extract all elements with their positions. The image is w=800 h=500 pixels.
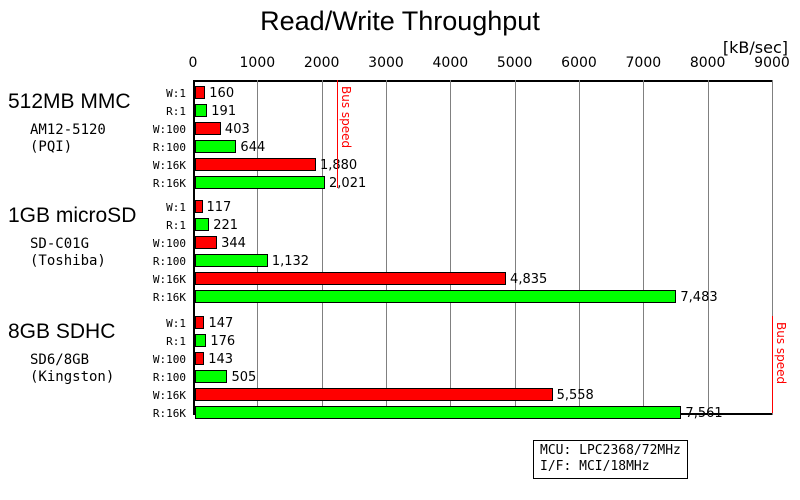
plot-area: 160 191 403 644 1,880 2,021 117 221 344 1,132 4,83… (193, 80, 788, 420)
bar (195, 218, 210, 231)
bar (195, 176, 326, 189)
bar-value-label: 147 (208, 316, 234, 331)
bus-speed-label: Bus speed (339, 86, 354, 149)
bar-value-label: 403 (224, 122, 250, 137)
bar (195, 370, 228, 383)
bar-value-label: 505 (231, 370, 257, 385)
category-label-r-16k: R:16K (152, 407, 186, 420)
device-model: AM12-5120 (30, 122, 106, 138)
bar-value-label: 117 (206, 200, 232, 215)
x-tick-label-9000: 9000 (754, 55, 790, 71)
bus-speed-label: Bus speed (774, 322, 788, 385)
bar-value-label: 143 (208, 352, 234, 367)
bar-value-label: 1,132 (271, 254, 310, 269)
category-label-w-16k: W:16K (152, 159, 186, 172)
bar (195, 316, 205, 329)
x-tick-label-7000: 7000 (625, 55, 662, 71)
bar-value-label: 644 (240, 140, 266, 155)
axis-unit-label: [kB/sec] (722, 38, 788, 57)
category-label-w-1: W:1 (166, 201, 186, 214)
bar (195, 104, 208, 117)
device-name: 1GB microSD (8, 204, 137, 227)
bar (195, 334, 207, 347)
bar (195, 254, 268, 267)
x-tick-label-0: 0 (188, 55, 198, 71)
x-tick-label-3000: 3000 (368, 55, 404, 71)
category-label-r-1: R:1 (166, 219, 186, 232)
x-tick-label-2000: 2000 (303, 55, 340, 71)
bar (195, 352, 205, 365)
bar (195, 140, 237, 153)
category-label-w-1: W:1 (166, 317, 186, 330)
gridline-2000 (321, 80, 323, 415)
gridline-9000 (772, 80, 773, 415)
device-vendor: (PQI) (30, 139, 73, 155)
bar-value-label: 160 (209, 86, 235, 101)
device-vendor: (Toshiba) (30, 253, 106, 269)
bar-value-label: 4,835 (510, 272, 548, 287)
category-label-r-100: R:100 (152, 371, 186, 384)
category-label-w-100: W:100 (152, 237, 186, 250)
bar-value-label: 2,021 (329, 176, 367, 191)
config-info-box: MCU: LPC2368/72MHz I/F: MCI/18MHz (533, 440, 688, 479)
category-label-w-100: W:100 (152, 123, 186, 136)
category-label-w-100: W:100 (152, 353, 186, 366)
gridline-7000 (643, 80, 645, 415)
page-title: Read/Write Throughput (260, 6, 540, 36)
gridline-5000 (514, 80, 516, 415)
category-label-w-16k: W:16K (152, 273, 186, 286)
bar (195, 388, 553, 401)
category-label-r-1: R:1 (166, 105, 186, 118)
x-tick-label-8000: 8000 (689, 55, 726, 71)
x-tick-label-5000: 5000 (496, 55, 533, 71)
bar-value-label: 176 (210, 334, 236, 349)
device-model: SD-C01G (30, 236, 90, 252)
x-tick-label-4000: 4000 (432, 55, 469, 71)
bar-value-label: 1,880 (319, 158, 358, 173)
x-tick-label-6000: 6000 (561, 55, 597, 71)
category-label-w-16k: W:16K (152, 389, 186, 402)
x-tick-label-1000: 1000 (239, 55, 276, 71)
bar (195, 290, 677, 303)
plot-frame-left (193, 80, 195, 415)
category-label-r-16k: R:16K (152, 177, 186, 190)
category-label-w-1: W:1 (166, 87, 186, 100)
device-model: SD6/8GB (30, 352, 90, 368)
bar-value-label: 7,483 (680, 290, 718, 305)
gridline-6000 (579, 80, 580, 415)
category-label-r-1: R:1 (166, 335, 186, 348)
gridline-4000 (450, 80, 452, 415)
bar-value-label: 344 (221, 236, 246, 251)
bar-value-label: 191 (211, 104, 237, 119)
category-label-r-16k: R:16K (152, 291, 186, 304)
bar (195, 406, 682, 419)
bar-value-label: 221 (213, 218, 239, 233)
device-name: 8GB SDHC (8, 320, 116, 343)
gridline-1000 (257, 80, 259, 415)
bar (195, 86, 206, 99)
gridline-8000 (707, 80, 709, 415)
device-name: 512MB MMC (8, 90, 131, 113)
bar (195, 272, 507, 285)
bar-value-label: 5,558 (556, 388, 594, 403)
bar (195, 200, 203, 213)
info-mcu-line: MCU: LPC2368/72MHz (540, 443, 681, 458)
bar-value-label: 7,561 (685, 406, 723, 421)
bar (195, 158, 316, 171)
device-vendor: (Kingston) (30, 369, 115, 385)
bar (195, 122, 221, 135)
category-label-r-100: R:100 (152, 255, 186, 268)
gridline-3000 (386, 80, 387, 415)
category-label-r-100: R:100 (152, 141, 186, 154)
bar (195, 236, 218, 249)
bus-speed-line (337, 80, 339, 188)
plot-frame-top (193, 80, 772, 82)
info-if-line: I/F: MCI/18MHz (540, 459, 650, 474)
bus-speed-line (772, 316, 773, 413)
